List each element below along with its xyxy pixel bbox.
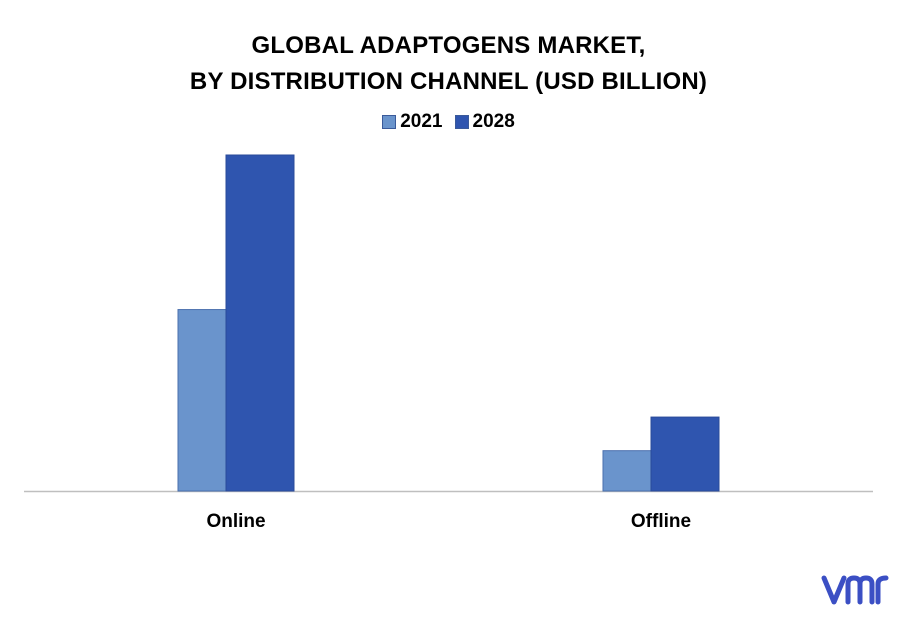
- legend-swatch-2028: [454, 115, 469, 129]
- chart-legend: 2021 2028: [0, 111, 897, 133]
- bar-2028-offline: [650, 416, 720, 492]
- category-label-online: Online: [206, 511, 265, 532]
- legend-item-2028: 2028: [454, 111, 515, 133]
- legend-swatch-2021: [382, 115, 397, 129]
- legend-label-2028: 2028: [472, 111, 515, 132]
- legend-item-2021: 2021: [382, 111, 443, 133]
- legend-label-2021: 2021: [400, 111, 443, 132]
- category-label-offline: Offline: [631, 511, 691, 532]
- vmr-logo: [821, 575, 889, 605]
- bar-2028-online: [225, 154, 295, 492]
- chart-title: GLOBAL ADAPTOGENS MARKET, BY DISTRIBUTIO…: [0, 28, 897, 100]
- bar-2021-online: [177, 309, 227, 492]
- chart-title-line-2: BY DISTRIBUTION CHANNEL (USD BILLION): [189, 68, 708, 95]
- chart-title-line-1: GLOBAL ADAPTOGENS MARKET,: [251, 32, 646, 59]
- bar-2021-offline: [602, 450, 652, 492]
